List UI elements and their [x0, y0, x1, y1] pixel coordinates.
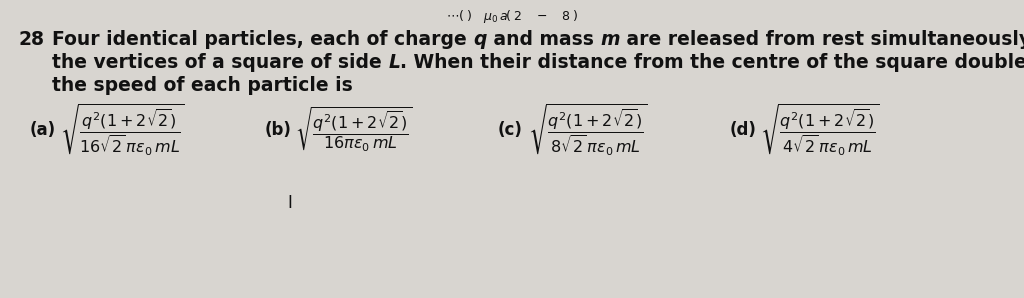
Text: Four identical particles, each of charge: Four identical particles, each of charge — [52, 30, 473, 49]
Text: $\sqrt{\dfrac{q^2(1+2\sqrt{2})}{8\sqrt{2}\,\pi\varepsilon_0\,mL}}$: $\sqrt{\dfrac{q^2(1+2\sqrt{2})}{8\sqrt{2… — [528, 103, 648, 158]
Text: $\sqrt{\dfrac{q^2(1+2\sqrt{2})}{16\sqrt{2}\,\pi\varepsilon_0\,mL}}$: $\sqrt{\dfrac{q^2(1+2\sqrt{2})}{16\sqrt{… — [60, 103, 185, 158]
Text: $\cdots \left(\;\right)\quad \mu_0\,a\!\left(\;2\quad -\quad 8\;\right)$: $\cdots \left(\;\right)\quad \mu_0\,a\!\… — [445, 8, 579, 25]
Text: $\sqrt{\dfrac{q^2(1+2\sqrt{2})}{4\sqrt{2}\,\pi\varepsilon_0\,mL}}$: $\sqrt{\dfrac{q^2(1+2\sqrt{2})}{4\sqrt{2… — [760, 103, 880, 158]
Text: $\sqrt{\dfrac{q^2(1+2\sqrt{2})}{16\pi\varepsilon_0\,mL}}$: $\sqrt{\dfrac{q^2(1+2\sqrt{2})}{16\pi\va… — [295, 106, 413, 154]
Text: . When their distance from the centre of the square doubles,: . When their distance from the centre of… — [400, 53, 1024, 72]
Text: (c): (c) — [498, 121, 523, 139]
Text: L: L — [388, 53, 400, 72]
Text: (a): (a) — [30, 121, 56, 139]
Text: (d): (d) — [730, 121, 757, 139]
Text: the speed of each particle is: the speed of each particle is — [52, 76, 352, 95]
Text: q: q — [473, 30, 486, 49]
Text: m: m — [600, 30, 620, 49]
Text: are released from rest simultaneously at: are released from rest simultaneously at — [620, 30, 1024, 49]
Text: 28: 28 — [18, 30, 44, 49]
Text: and mass: and mass — [486, 30, 600, 49]
Text: (b): (b) — [265, 121, 292, 139]
Text: I: I — [288, 194, 293, 212]
Text: the vertices of a square of side: the vertices of a square of side — [52, 53, 388, 72]
